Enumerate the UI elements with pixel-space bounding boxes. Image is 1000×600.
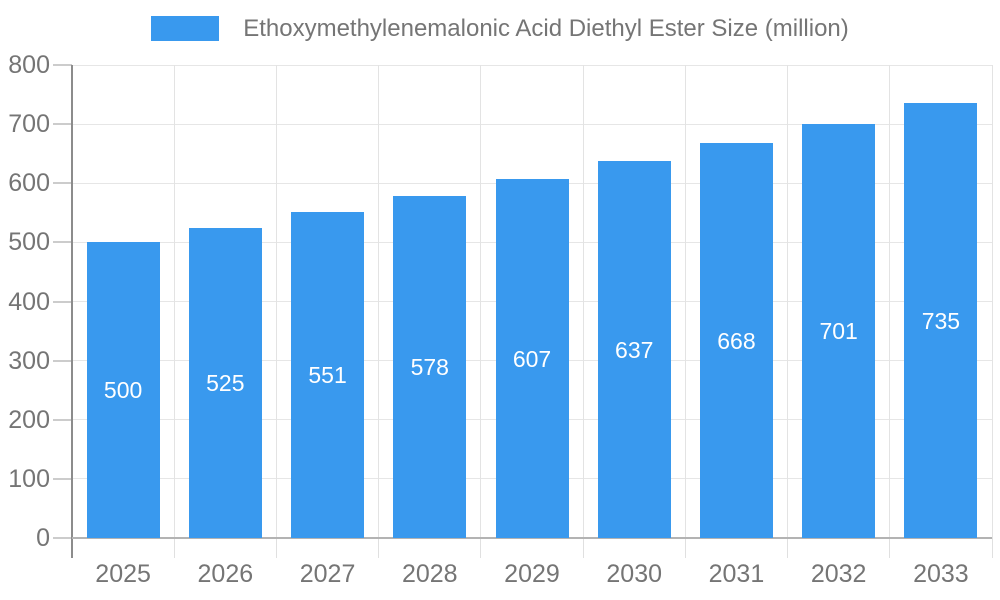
y-axis-tick	[53, 537, 72, 539]
bar-value-label: 735	[921, 307, 961, 334]
y-axis-tick	[53, 300, 72, 303]
x-axis-tick	[787, 538, 789, 558]
y-axis-tick	[53, 359, 72, 362]
bar-value-label: 637	[615, 336, 654, 363]
x-axis-label: 2025	[95, 560, 151, 588]
y-axis-tick	[53, 477, 72, 480]
bar-2031[interactable]	[699, 143, 773, 538]
x-axis-tick	[275, 538, 277, 558]
bar-2029[interactable]	[495, 179, 569, 538]
y-axis-label: 600	[8, 169, 50, 198]
y-axis-tick	[53, 64, 72, 66]
x-axis-label: 2033	[913, 560, 969, 588]
bar-2028[interactable]	[393, 196, 467, 538]
x-axis-label: 2032	[810, 560, 867, 588]
x-axis-label: 2029	[504, 560, 560, 588]
legend-label: Ethoxymethylenemalonic Acid Diethyl Este…	[243, 15, 849, 42]
y-axis-label: 500	[8, 228, 50, 257]
x-axis-tick	[378, 538, 380, 558]
bar-2032[interactable]	[802, 123, 876, 538]
v-gridline	[787, 65, 789, 538]
v-gridline	[275, 65, 277, 538]
bar-value-label: 500	[103, 377, 143, 404]
v-gridline	[480, 65, 482, 538]
v-gridline	[378, 65, 380, 538]
y-axis-label: 400	[8, 287, 50, 316]
x-axis-tick	[991, 538, 993, 558]
bar-value-label: 578	[410, 354, 449, 381]
x-axis-tick	[582, 538, 584, 558]
y-axis-tick	[53, 123, 72, 126]
y-axis-label: 0	[36, 524, 50, 552]
y-axis-label: 100	[8, 464, 50, 493]
bar-2030[interactable]	[597, 161, 671, 538]
bar-2027[interactable]	[291, 212, 365, 538]
bar-value-label: 701	[819, 317, 858, 344]
v-gridline	[991, 65, 993, 538]
bar-value-label: 551	[308, 362, 347, 389]
bar-value-label: 607	[512, 345, 552, 372]
x-axis-label: 2030	[606, 560, 663, 588]
x-axis-tick	[173, 538, 175, 558]
x-axis-label: 2031	[708, 560, 765, 588]
y-axis-tick	[53, 241, 72, 244]
bar-2033[interactable]	[904, 103, 978, 538]
chart-legend[interactable]: Ethoxymethylenemalonic Acid Diethyl Este…	[0, 16, 1000, 41]
x-axis-label: 2028	[401, 560, 458, 588]
bar-value-label: 668	[717, 327, 756, 354]
y-axis-tick	[53, 182, 72, 185]
bar-2025[interactable]	[86, 242, 160, 538]
y-axis-label: 800	[8, 51, 50, 79]
y-axis-tick	[53, 418, 72, 421]
x-axis-tick	[684, 538, 686, 558]
y-axis-line	[71, 65, 73, 558]
bar-value-label: 525	[206, 369, 245, 396]
x-axis-tick	[889, 538, 891, 558]
h-gridline	[72, 64, 992, 66]
v-gridline	[684, 65, 686, 538]
v-gridline	[889, 65, 891, 538]
v-gridline	[582, 65, 584, 538]
y-axis-label: 200	[8, 405, 50, 434]
legend-swatch-icon	[151, 16, 220, 41]
v-gridline	[173, 65, 175, 538]
h-gridline	[72, 123, 992, 125]
x-axis-tick	[480, 538, 482, 558]
x-axis-label: 2026	[197, 560, 254, 588]
x-axis-line	[72, 537, 992, 539]
y-axis-label: 700	[8, 110, 50, 139]
y-axis-label: 300	[8, 346, 50, 375]
x-axis-label: 2027	[299, 560, 356, 588]
bar-2026[interactable]	[188, 227, 262, 538]
